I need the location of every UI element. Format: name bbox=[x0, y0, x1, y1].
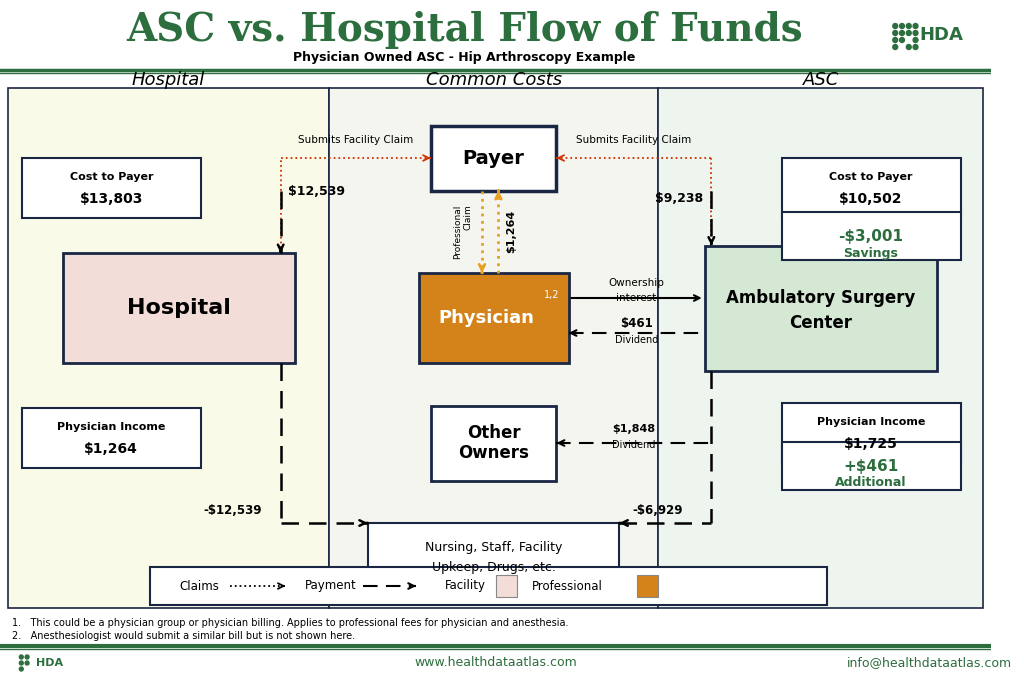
Text: ASC vs. Hospital Flow of Funds: ASC vs. Hospital Flow of Funds bbox=[126, 11, 803, 49]
Circle shape bbox=[913, 31, 918, 35]
Circle shape bbox=[19, 661, 24, 665]
Text: Professional: Professional bbox=[532, 580, 603, 593]
FancyBboxPatch shape bbox=[368, 523, 620, 593]
FancyBboxPatch shape bbox=[496, 575, 517, 597]
Circle shape bbox=[899, 37, 904, 43]
Text: Physician Income: Physician Income bbox=[57, 422, 166, 432]
Text: Payer: Payer bbox=[463, 148, 524, 167]
Text: Physician: Physician bbox=[438, 309, 534, 327]
Text: -$12,539: -$12,539 bbox=[203, 504, 261, 517]
Circle shape bbox=[906, 45, 911, 49]
FancyBboxPatch shape bbox=[781, 158, 961, 218]
Text: $10,502: $10,502 bbox=[840, 192, 903, 206]
FancyBboxPatch shape bbox=[781, 403, 961, 463]
Text: Dividend: Dividend bbox=[612, 440, 655, 450]
Circle shape bbox=[913, 45, 918, 49]
FancyBboxPatch shape bbox=[431, 405, 556, 481]
Text: HDA: HDA bbox=[920, 26, 964, 44]
Text: Ownership: Ownership bbox=[608, 278, 665, 288]
Text: Facility: Facility bbox=[445, 580, 486, 593]
Circle shape bbox=[913, 37, 918, 43]
Text: $461: $461 bbox=[621, 317, 653, 330]
Text: $1,264: $1,264 bbox=[506, 210, 516, 254]
FancyBboxPatch shape bbox=[637, 575, 658, 597]
FancyBboxPatch shape bbox=[62, 253, 295, 363]
Circle shape bbox=[899, 31, 904, 35]
Text: Payment: Payment bbox=[305, 580, 356, 593]
Circle shape bbox=[899, 24, 904, 28]
FancyBboxPatch shape bbox=[658, 88, 983, 608]
Text: Submits Facility Claim: Submits Facility Claim bbox=[298, 135, 414, 145]
Text: 1,2: 1,2 bbox=[544, 290, 559, 300]
Text: -$6,929: -$6,929 bbox=[633, 504, 683, 517]
Text: $1,264: $1,264 bbox=[84, 442, 138, 456]
FancyBboxPatch shape bbox=[782, 442, 962, 490]
Circle shape bbox=[893, 37, 898, 43]
Text: www.healthdataatlas.com: www.healthdataatlas.com bbox=[414, 656, 577, 669]
Text: $9,238: $9,238 bbox=[655, 191, 703, 205]
Text: Common Costs: Common Costs bbox=[426, 71, 561, 89]
Text: 2.   Anesthesiologist would submit a similar bill but is not shown here.: 2. Anesthesiologist would submit a simil… bbox=[11, 631, 354, 641]
Circle shape bbox=[26, 655, 29, 659]
Text: Center: Center bbox=[790, 314, 852, 332]
FancyBboxPatch shape bbox=[8, 88, 329, 608]
Text: Dividend: Dividend bbox=[614, 335, 658, 345]
Circle shape bbox=[19, 655, 24, 659]
Text: $13,803: $13,803 bbox=[80, 192, 143, 206]
Text: info@healthdataatlas.com: info@healthdataatlas.com bbox=[847, 656, 1012, 669]
Text: $12,539: $12,539 bbox=[289, 185, 345, 198]
Text: HDA: HDA bbox=[36, 658, 62, 668]
Circle shape bbox=[893, 31, 898, 35]
Text: Physician Owned ASC - Hip Arthroscopy Example: Physician Owned ASC - Hip Arthroscopy Ex… bbox=[293, 52, 636, 64]
Text: Ambulatory Surgery: Ambulatory Surgery bbox=[726, 289, 915, 307]
FancyBboxPatch shape bbox=[150, 567, 827, 605]
Text: Savings: Savings bbox=[844, 247, 898, 260]
FancyBboxPatch shape bbox=[782, 212, 962, 260]
Text: Upkeep, Drugs, etc.: Upkeep, Drugs, etc. bbox=[432, 561, 556, 574]
FancyBboxPatch shape bbox=[705, 245, 937, 370]
Text: Additional: Additional bbox=[836, 475, 907, 489]
Circle shape bbox=[906, 24, 911, 28]
FancyBboxPatch shape bbox=[22, 158, 201, 218]
Text: Other: Other bbox=[467, 424, 520, 442]
Text: Cost to Payer: Cost to Payer bbox=[829, 172, 912, 182]
Text: Professional
Claim: Professional Claim bbox=[453, 205, 472, 259]
Text: ASC: ASC bbox=[803, 71, 839, 89]
FancyBboxPatch shape bbox=[329, 88, 658, 608]
Circle shape bbox=[906, 31, 911, 35]
Text: Hospital: Hospital bbox=[132, 71, 205, 89]
Text: 1.   This could be a physician group or physician billing. Applies to profession: 1. This could be a physician group or ph… bbox=[11, 618, 568, 628]
Text: $1,725: $1,725 bbox=[844, 437, 898, 451]
Circle shape bbox=[893, 24, 898, 28]
Text: Submits Facility Claim: Submits Facility Claim bbox=[577, 135, 691, 145]
Circle shape bbox=[26, 661, 29, 665]
Text: Nursing, Staff, Facility: Nursing, Staff, Facility bbox=[425, 542, 562, 555]
Text: $1,848: $1,848 bbox=[612, 424, 655, 434]
Circle shape bbox=[19, 667, 24, 671]
Text: Owners: Owners bbox=[458, 444, 529, 462]
Text: interest: interest bbox=[616, 293, 656, 303]
Text: Claims: Claims bbox=[179, 580, 219, 593]
Circle shape bbox=[913, 24, 918, 28]
FancyBboxPatch shape bbox=[419, 273, 568, 363]
Text: Hospital: Hospital bbox=[127, 298, 231, 318]
Text: -$3,001: -$3,001 bbox=[839, 228, 903, 243]
Text: Cost to Payer: Cost to Payer bbox=[70, 172, 153, 182]
FancyBboxPatch shape bbox=[22, 408, 201, 468]
Text: Physician Income: Physician Income bbox=[817, 417, 926, 427]
Text: +$461: +$461 bbox=[844, 458, 899, 473]
FancyBboxPatch shape bbox=[431, 125, 556, 191]
Circle shape bbox=[893, 45, 898, 49]
